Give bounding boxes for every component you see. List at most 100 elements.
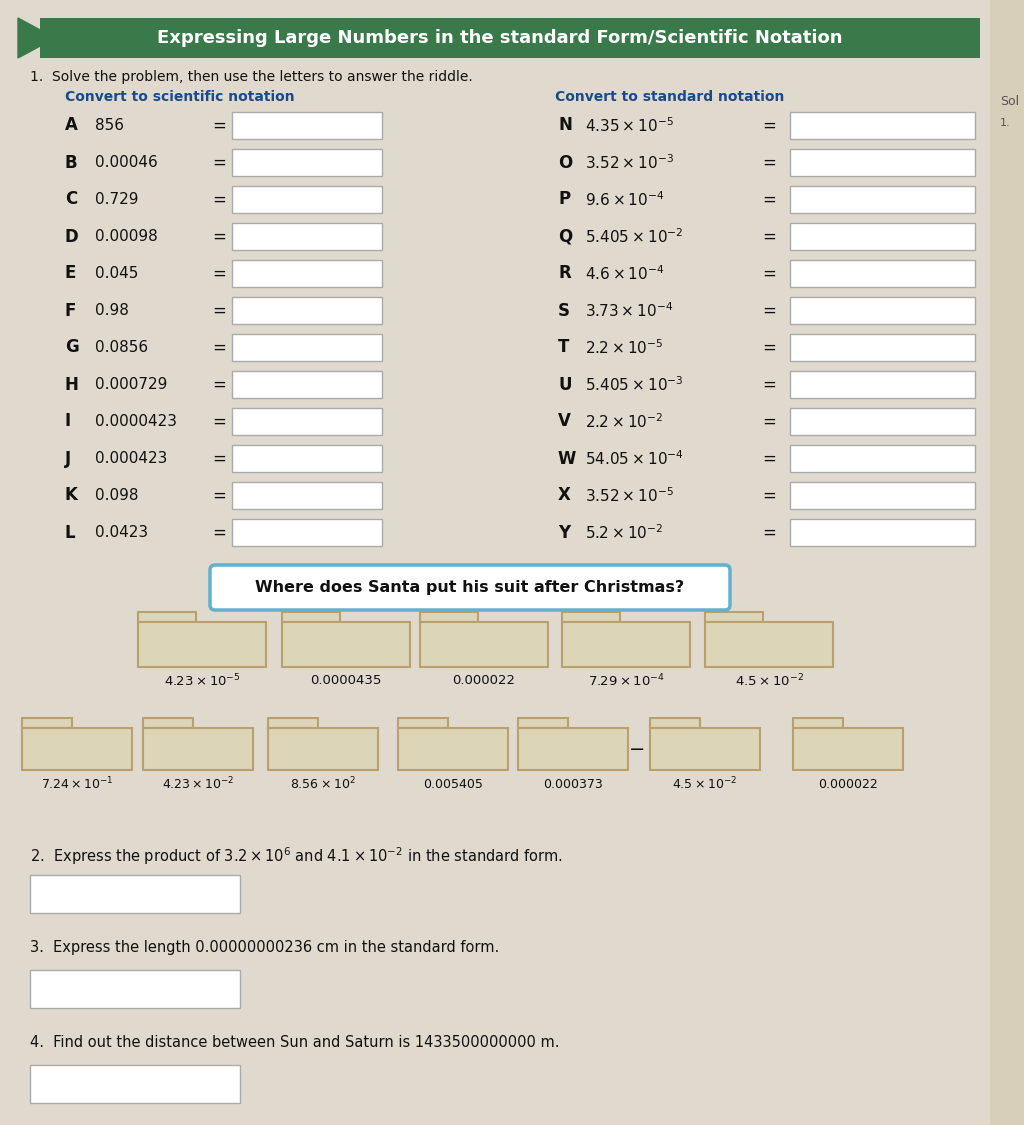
Bar: [138, 622, 266, 667]
Text: H: H: [65, 376, 79, 394]
Text: −: −: [629, 739, 645, 758]
Text: 0.000373: 0.000373: [543, 777, 603, 791]
Text: =: =: [762, 339, 776, 357]
Text: =: =: [212, 486, 226, 504]
Text: $7.24 \times 10^{-1}$: $7.24 \times 10^{-1}$: [41, 776, 114, 792]
Text: 0.98: 0.98: [95, 303, 129, 318]
Text: E: E: [65, 264, 77, 282]
Text: 0.098: 0.098: [95, 488, 138, 503]
Text: A: A: [65, 117, 78, 135]
Text: =: =: [212, 302, 226, 319]
Bar: [790, 482, 975, 508]
Text: =: =: [762, 486, 776, 504]
Text: L: L: [65, 523, 76, 541]
Text: $3.52 \times 10^{-5}$: $3.52 \times 10^{-5}$: [585, 486, 674, 505]
Text: 2.  Express the product of $3.2 \times 10^6$ and $4.1 \times 10^{-2}$ in the sta: 2. Express the product of $3.2 \times 10…: [30, 845, 563, 866]
Text: =: =: [762, 264, 776, 282]
Text: =: =: [212, 339, 226, 357]
Text: 0.045: 0.045: [95, 266, 138, 281]
Text: $4.23 \times 10^{-5}$: $4.23 \times 10^{-5}$: [164, 673, 241, 690]
Text: =: =: [762, 227, 776, 245]
Text: B: B: [65, 153, 78, 171]
Text: $4.23 \times 10^{-2}$: $4.23 \times 10^{-2}$: [162, 776, 234, 792]
Text: 4.  Find out the distance between Sun and Saturn is 1433500000000 m.: 4. Find out the distance between Sun and…: [30, 1035, 559, 1050]
Text: N: N: [558, 117, 571, 135]
Bar: [232, 223, 382, 250]
Text: =: =: [762, 190, 776, 208]
Text: =: =: [762, 376, 776, 394]
Bar: [790, 112, 975, 140]
Text: G: G: [65, 339, 79, 357]
Text: =: =: [212, 413, 226, 431]
Text: $7.29 \times 10^{-4}$: $7.29 \times 10^{-4}$: [588, 673, 665, 690]
Bar: [562, 622, 690, 667]
Bar: [790, 297, 975, 324]
Bar: [268, 718, 317, 728]
Text: 0.0856: 0.0856: [95, 340, 148, 356]
Text: =: =: [762, 523, 776, 541]
Bar: [650, 718, 699, 728]
Bar: [790, 223, 975, 250]
Text: S: S: [558, 302, 570, 319]
Bar: [268, 728, 378, 770]
Text: $9.6 \times 10^{-4}$: $9.6 \times 10^{-4}$: [585, 190, 665, 209]
Text: 1.  Solve the problem, then use the letters to answer the riddle.: 1. Solve the problem, then use the lette…: [30, 70, 473, 84]
Bar: [232, 260, 382, 287]
Bar: [232, 334, 382, 361]
Text: Expressing Large Numbers in the standard Form/Scientific Notation: Expressing Large Numbers in the standard…: [158, 29, 843, 47]
Bar: [22, 728, 132, 770]
Text: $2.2 \times 10^{-2}$: $2.2 \times 10^{-2}$: [585, 412, 664, 431]
Bar: [143, 728, 253, 770]
Text: =: =: [212, 117, 226, 135]
Text: W: W: [558, 450, 577, 468]
Bar: [232, 148, 382, 176]
Text: J: J: [65, 450, 71, 468]
Bar: [420, 622, 548, 667]
Bar: [282, 622, 410, 667]
Bar: [705, 612, 763, 622]
Bar: [793, 718, 843, 728]
Bar: [790, 519, 975, 546]
Text: 0.000022: 0.000022: [453, 675, 515, 687]
Text: V: V: [558, 413, 570, 431]
Text: =: =: [762, 117, 776, 135]
Text: $3.52 \times 10^{-3}$: $3.52 \times 10^{-3}$: [585, 153, 674, 172]
Bar: [790, 334, 975, 361]
Text: F: F: [65, 302, 77, 319]
Text: D: D: [65, 227, 79, 245]
Bar: [790, 446, 975, 472]
Text: =: =: [212, 523, 226, 541]
Text: $2.2 \times 10^{-5}$: $2.2 \times 10^{-5}$: [585, 339, 664, 357]
Text: =: =: [212, 264, 226, 282]
Bar: [420, 612, 477, 622]
Text: U: U: [558, 376, 571, 394]
Text: 0.729: 0.729: [95, 192, 138, 207]
Text: Convert to standard notation: Convert to standard notation: [555, 90, 784, 104]
FancyBboxPatch shape: [210, 565, 730, 610]
Text: $54.05 \times 10^{-4}$: $54.05 \times 10^{-4}$: [585, 449, 684, 468]
Text: $4.35 \times 10^{-5}$: $4.35 \times 10^{-5}$: [585, 116, 674, 135]
Bar: [518, 728, 628, 770]
Bar: [143, 718, 193, 728]
Bar: [232, 519, 382, 546]
Text: 0.005405: 0.005405: [423, 777, 483, 791]
Text: =: =: [212, 450, 226, 468]
Text: =: =: [212, 376, 226, 394]
Text: $8.56 \times 10^{2}$: $8.56 \times 10^{2}$: [290, 776, 356, 792]
Text: 0.00098: 0.00098: [95, 229, 158, 244]
Bar: [650, 728, 760, 770]
Text: =: =: [762, 302, 776, 319]
Bar: [790, 371, 975, 398]
Text: Where does Santa put his suit after Christmas?: Where does Santa put his suit after Chri…: [255, 580, 685, 595]
Text: 1.: 1.: [1000, 118, 1011, 128]
Bar: [562, 612, 620, 622]
Text: =: =: [212, 227, 226, 245]
Text: Sol: Sol: [1000, 94, 1019, 108]
Bar: [282, 612, 340, 622]
Bar: [398, 718, 447, 728]
Text: X: X: [558, 486, 570, 504]
Text: =: =: [762, 413, 776, 431]
Text: T: T: [558, 339, 569, 357]
Text: $5.405 \times 10^{-2}$: $5.405 \times 10^{-2}$: [585, 227, 684, 246]
Bar: [518, 718, 567, 728]
